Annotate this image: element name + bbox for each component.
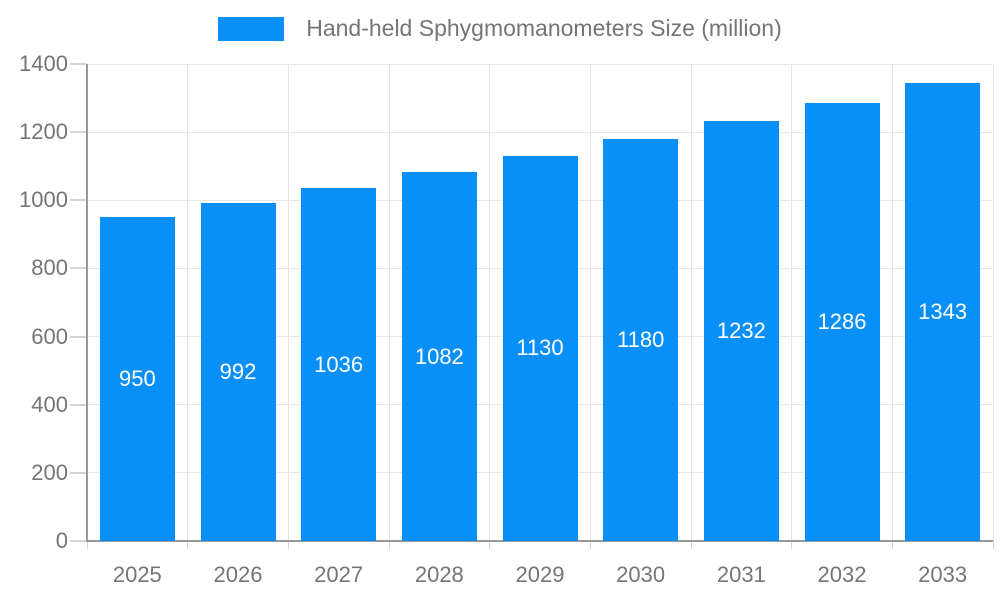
x-axis-tick bbox=[388, 541, 390, 549]
y-axis-tick bbox=[70, 540, 87, 542]
x-axis-tick bbox=[489, 541, 491, 549]
y-axis-line bbox=[86, 64, 88, 541]
y-axis-tick bbox=[70, 267, 87, 270]
y-axis-tick bbox=[70, 131, 87, 134]
x-axis-tick-label: 2030 bbox=[616, 562, 666, 587]
bar: 992 bbox=[200, 203, 276, 541]
y-axis-tick-label: 1400 bbox=[19, 51, 68, 76]
x-axis-tick-label: 2032 bbox=[817, 562, 867, 587]
bar: 1286 bbox=[804, 102, 880, 541]
bar: 1343 bbox=[905, 83, 981, 541]
bar-value-label: 1232 bbox=[716, 318, 766, 344]
x-axis-tick bbox=[690, 541, 692, 549]
y-axis-tick-label: 200 bbox=[31, 459, 68, 485]
bar-value-label: 1082 bbox=[414, 343, 464, 369]
bar-value-label: 1130 bbox=[516, 335, 564, 361]
bar: 1036 bbox=[301, 188, 377, 541]
legend: Hand-held Sphygmomanometers Size (millio… bbox=[0, 15, 1000, 42]
y-axis-tick-label: 600 bbox=[31, 323, 68, 349]
gridline-vertical bbox=[388, 64, 390, 541]
bar: 1130 bbox=[502, 155, 578, 541]
y-axis-tick bbox=[70, 403, 87, 406]
gridline-horizontal bbox=[87, 63, 993, 65]
x-axis-tick-label: 2026 bbox=[213, 562, 263, 587]
gridline-horizontal bbox=[87, 131, 993, 133]
gridline-vertical bbox=[992, 64, 994, 541]
y-axis-tick bbox=[70, 199, 87, 202]
bar-value-label: 1036 bbox=[314, 351, 364, 377]
gridline-vertical bbox=[791, 64, 793, 541]
gridline-vertical bbox=[891, 64, 893, 541]
legend-swatch-icon bbox=[218, 16, 285, 41]
y-axis-tick bbox=[70, 335, 87, 338]
x-axis-tick bbox=[992, 541, 994, 549]
gridline-vertical bbox=[489, 64, 491, 541]
x-axis-tick bbox=[287, 541, 289, 549]
bar-value-label: 992 bbox=[219, 358, 257, 384]
bar-value-label: 1343 bbox=[918, 299, 968, 325]
x-axis-tick-label: 2029 bbox=[515, 562, 565, 587]
y-axis-tick-label: 800 bbox=[31, 255, 68, 281]
bar-value-label: 1180 bbox=[617, 326, 665, 352]
gridline-vertical bbox=[589, 64, 591, 541]
x-axis-tick bbox=[86, 541, 88, 549]
bar-value-label: 1286 bbox=[817, 308, 867, 334]
x-axis-line bbox=[86, 540, 993, 542]
bar-value-label: 950 bbox=[118, 366, 156, 392]
x-axis-tick-label: 2025 bbox=[112, 562, 162, 587]
x-axis-tick-label: 2031 bbox=[716, 562, 766, 587]
legend-label: Hand-held Sphygmomanometers Size (millio… bbox=[306, 15, 782, 41]
x-axis-tick-label: 2033 bbox=[918, 562, 968, 587]
x-axis-tick bbox=[187, 541, 189, 549]
x-axis-tick bbox=[589, 541, 591, 549]
y-axis-tick-label: 0 bbox=[55, 528, 68, 553]
y-axis-tick-label: 1200 bbox=[19, 119, 68, 145]
bar: 950 bbox=[99, 217, 175, 541]
x-axis-tick-label: 2027 bbox=[314, 562, 364, 587]
bar: 1232 bbox=[703, 121, 779, 541]
gridline-vertical bbox=[287, 64, 289, 541]
x-axis-tick-label: 2028 bbox=[414, 562, 464, 587]
y-axis-tick bbox=[70, 63, 87, 65]
gridline-vertical bbox=[690, 64, 692, 541]
bar: 1082 bbox=[401, 172, 477, 541]
y-axis-tick-label: 1000 bbox=[19, 187, 68, 213]
x-axis-tick bbox=[891, 541, 893, 549]
legend-item[interactable]: Hand-held Sphygmomanometers Size (millio… bbox=[218, 15, 782, 42]
bar: 1180 bbox=[603, 138, 679, 541]
y-axis-tick-label: 400 bbox=[31, 391, 68, 417]
x-axis-tick bbox=[791, 541, 793, 549]
y-axis-tick bbox=[70, 471, 87, 474]
gridline-vertical bbox=[187, 64, 189, 541]
